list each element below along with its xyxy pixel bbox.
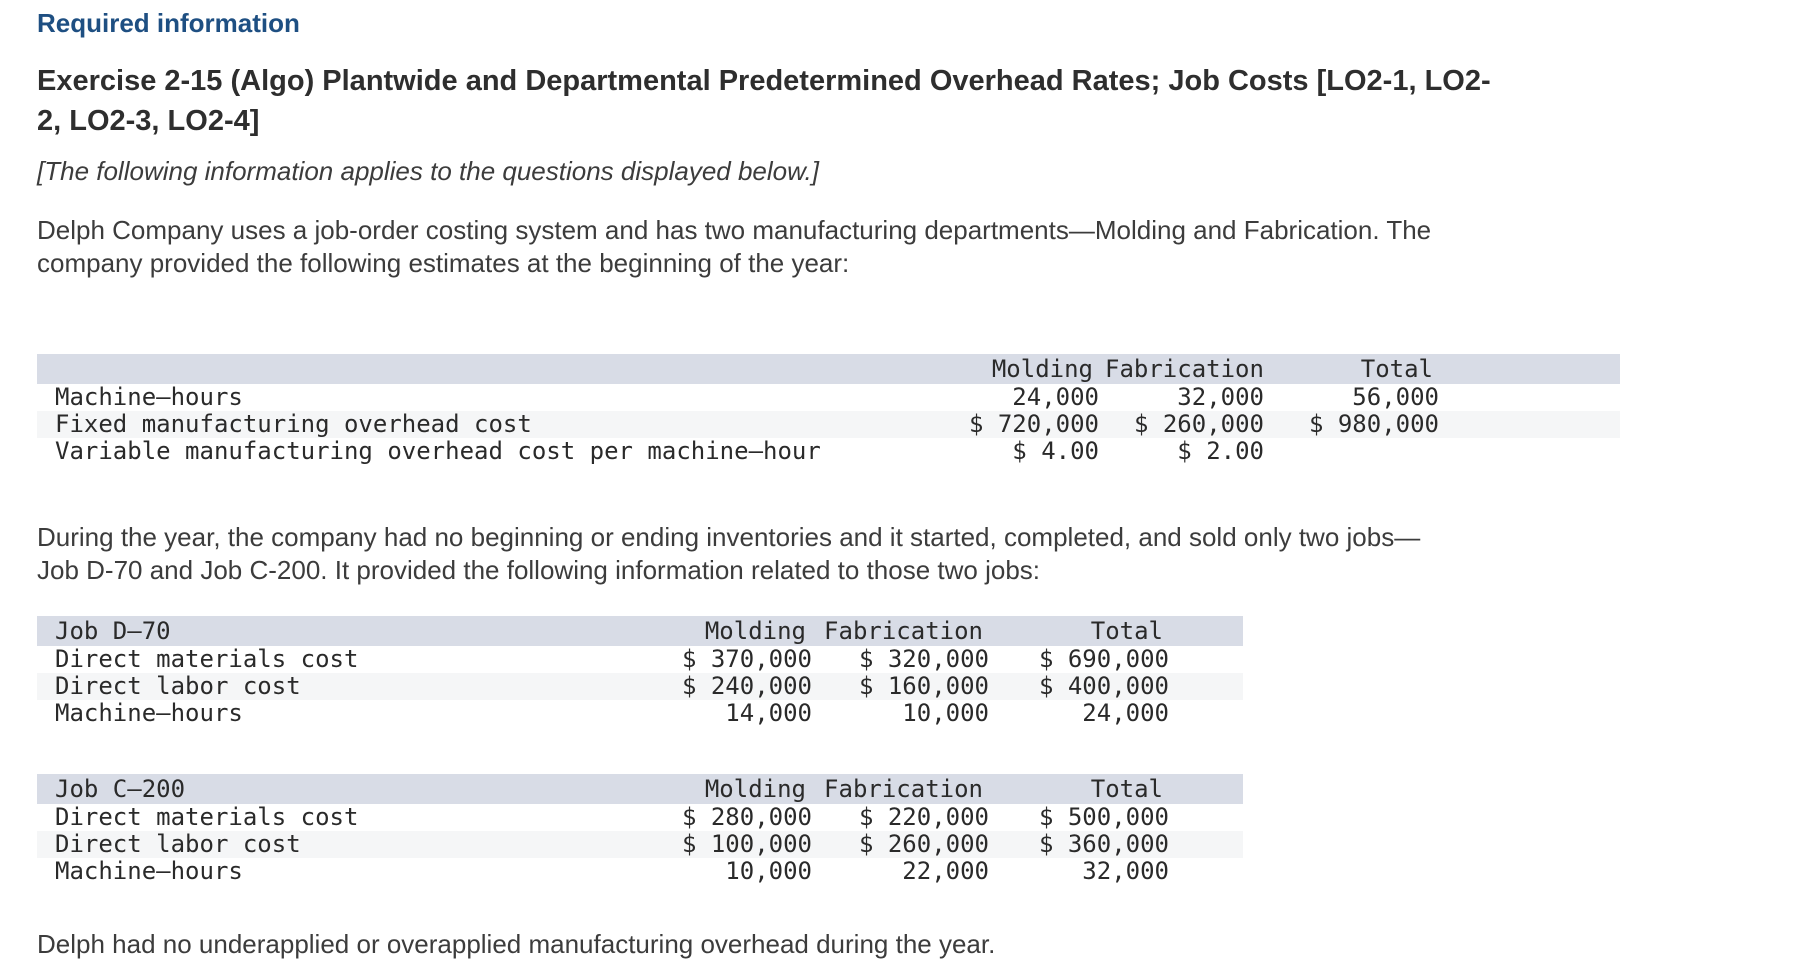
- cell-fabrication: 10,000: [902, 700, 989, 727]
- cell-filler: [1445, 384, 1620, 411]
- cell-total: 24,000: [1082, 700, 1169, 727]
- cell-total: 32,000: [1082, 858, 1169, 885]
- table-row: Direct materials cost $ 280,000 $ 220,00…: [37, 804, 1243, 831]
- cell-total: $ 360,000: [1038, 831, 1169, 858]
- cell-filler: [1175, 831, 1243, 858]
- estimates-header-molding: Molding: [991, 355, 1093, 383]
- jobs-paragraph: During the year, the company had no begi…: [37, 522, 1421, 585]
- row-label: Fixed manufacturing overhead cost: [55, 411, 532, 438]
- cell-filler: [1175, 646, 1243, 673]
- cell-molding: $ 280,000: [681, 804, 812, 831]
- table-row: Variable manufacturing overhead cost per…: [37, 438, 1620, 465]
- job-c200-table: Job C–200 Molding Fabrication Total Dire…: [37, 774, 1243, 885]
- cell-total: $ 400,000: [1038, 673, 1169, 700]
- cell-filler: [1175, 804, 1243, 831]
- row-label: Machine–hours: [55, 858, 243, 885]
- job-c200-header-total: Total: [1090, 775, 1163, 803]
- cell-fabrication: $ 260,000: [1133, 411, 1264, 438]
- intro-paragraph: Delph Company uses a job-order costing s…: [37, 215, 1432, 278]
- job-c200-header-molding: Molding: [704, 775, 806, 803]
- job-c200-header-filler: [1175, 774, 1243, 804]
- row-label: Machine–hours: [55, 384, 243, 411]
- estimates-table: Molding Fabrication Total Machine–hours …: [37, 354, 1620, 465]
- required-information-label: Required information: [37, 8, 300, 38]
- cell-total: $ 500,000: [1038, 804, 1169, 831]
- cell-molding: $ 4.00: [1012, 438, 1099, 465]
- row-label: Direct labor cost: [55, 673, 301, 700]
- job-d70-header-molding: Molding: [704, 617, 806, 645]
- cell-molding: $ 370,000: [681, 646, 812, 673]
- job-d70-header-label: Job D–70: [55, 617, 171, 645]
- job-d70-header-total: Total: [1090, 617, 1163, 645]
- table-row: Machine–hours 10,000 22,000 32,000: [37, 858, 1243, 885]
- exercise-title: Exercise 2-15 (Algo) Plantwide and Depar…: [37, 65, 1491, 137]
- table-row: Machine–hours 14,000 10,000 24,000: [37, 700, 1243, 727]
- cell-total: $ 980,000: [1308, 411, 1439, 438]
- cell-molding: 24,000: [1012, 384, 1099, 411]
- estimates-header-label: [37, 354, 960, 384]
- cell-molding: $ 100,000: [681, 831, 812, 858]
- table-row: Direct labor cost $ 240,000 $ 160,000 $ …: [37, 673, 1243, 700]
- table-row: Direct materials cost $ 370,000 $ 320,00…: [37, 646, 1243, 673]
- cell-molding: $ 240,000: [681, 673, 812, 700]
- cell-fabrication: 22,000: [902, 858, 989, 885]
- applies-note: [The following information applies to th…: [37, 156, 819, 186]
- row-label: Variable manufacturing overhead cost per…: [55, 438, 821, 465]
- cell-total: [1270, 438, 1445, 465]
- row-label: Direct labor cost: [55, 831, 301, 858]
- row-label: Machine–hours: [55, 700, 243, 727]
- cell-fabrication: $ 220,000: [858, 804, 989, 831]
- cell-filler: [1445, 438, 1620, 465]
- estimates-header-row: Molding Fabrication Total: [37, 354, 1620, 384]
- cell-total: 56,000: [1352, 384, 1439, 411]
- table-row: Machine–hours 24,000 32,000 56,000: [37, 384, 1620, 411]
- closing-paragraph: Delph had no underapplied or overapplied…: [37, 929, 996, 959]
- cell-filler: [1175, 673, 1243, 700]
- cell-molding: $ 720,000: [968, 411, 1099, 438]
- cell-fabrication: $ 2.00: [1177, 438, 1264, 465]
- job-d70-header-filler: [1175, 616, 1243, 646]
- table-row: Direct labor cost $ 100,000 $ 260,000 $ …: [37, 831, 1243, 858]
- job-d70-table: Job D–70 Molding Fabrication Total Direc…: [37, 616, 1243, 727]
- job-d70-header-row: Job D–70 Molding Fabrication Total: [37, 616, 1243, 646]
- row-label: Direct materials cost: [55, 804, 359, 831]
- estimates-header-fabrication: Fabrication: [1105, 355, 1264, 383]
- row-label: Direct materials cost: [55, 646, 359, 673]
- job-c200-header-row: Job C–200 Molding Fabrication Total: [37, 774, 1243, 804]
- job-c200-header-label: Job C–200: [55, 775, 186, 803]
- cell-fabrication: $ 160,000: [858, 673, 989, 700]
- estimates-header-filler: [1445, 354, 1620, 384]
- table-row: Fixed manufacturing overhead cost $ 720,…: [37, 411, 1620, 438]
- cell-filler: [1175, 858, 1243, 885]
- job-d70-header-fabrication: Fabrication: [824, 617, 983, 645]
- job-c200-header-fabrication: Fabrication: [824, 775, 983, 803]
- cell-total: $ 690,000: [1038, 646, 1169, 673]
- cell-molding: 10,000: [725, 858, 812, 885]
- cell-filler: [1175, 700, 1243, 727]
- estimates-header-total: Total: [1360, 355, 1433, 383]
- cell-fabrication: 32,000: [1177, 384, 1264, 411]
- cell-filler: [1445, 411, 1620, 438]
- cell-fabrication: $ 260,000: [858, 831, 989, 858]
- cell-fabrication: $ 320,000: [858, 646, 989, 673]
- cell-molding: 14,000: [725, 700, 812, 727]
